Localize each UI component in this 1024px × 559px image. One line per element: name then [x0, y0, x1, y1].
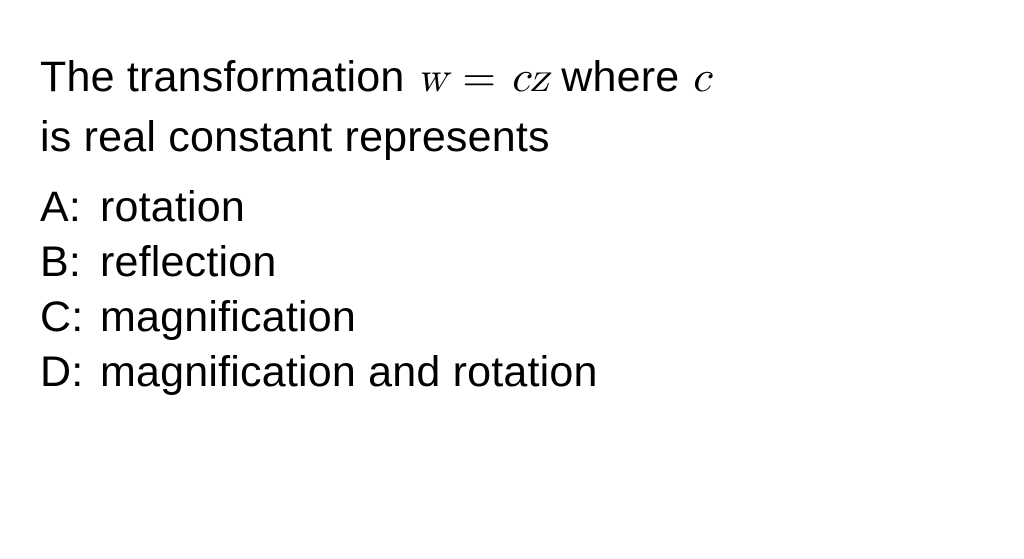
option-b: B: reflection	[40, 235, 984, 290]
equation-operator: =	[448, 57, 511, 100]
option-text: magnification	[100, 290, 356, 345]
equation-rhs: cz	[511, 57, 550, 100]
option-text: reflection	[100, 235, 276, 290]
option-letter: B:	[40, 235, 100, 290]
option-text: magnification and rotation	[100, 345, 598, 400]
question-line2: is real constant represents	[40, 113, 550, 161]
option-text: rotation	[100, 180, 245, 235]
option-letter: C:	[40, 290, 100, 345]
option-c: C: magnification	[40, 290, 984, 345]
question-middle: where	[549, 53, 691, 101]
question-prefix: The transformation	[40, 53, 417, 101]
constant-symbol: c	[692, 57, 711, 100]
option-letter: A:	[40, 180, 100, 235]
equation-lhs: w	[417, 57, 448, 100]
option-letter: D:	[40, 345, 100, 400]
question-stem: The transformation w = cz where c is rea…	[40, 48, 984, 166]
option-d: D: magnification and rotation	[40, 345, 984, 400]
options-list: A: rotation B: reflection C: magnificati…	[40, 180, 984, 400]
option-a: A: rotation	[40, 180, 984, 235]
